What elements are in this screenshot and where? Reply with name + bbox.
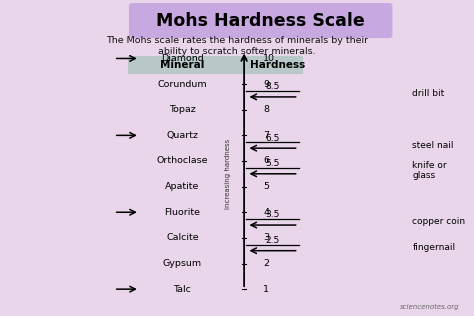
Text: Calcite: Calcite bbox=[166, 234, 199, 242]
Text: fingernail: fingernail bbox=[412, 243, 456, 252]
Text: 4: 4 bbox=[263, 208, 269, 217]
Text: Fluorite: Fluorite bbox=[164, 208, 201, 217]
Text: 5: 5 bbox=[263, 182, 269, 191]
Text: Hardness: Hardness bbox=[250, 60, 305, 70]
Text: Corundum: Corundum bbox=[158, 80, 207, 88]
Text: 5.5: 5.5 bbox=[265, 159, 280, 168]
Text: 10: 10 bbox=[263, 54, 275, 63]
Text: increasing hardness: increasing hardness bbox=[225, 139, 230, 209]
Text: Mineral: Mineral bbox=[160, 60, 205, 70]
Text: sciencenotes.org: sciencenotes.org bbox=[400, 304, 460, 310]
Text: drill bit: drill bit bbox=[412, 89, 445, 98]
Text: Talc: Talc bbox=[173, 285, 191, 294]
Text: 9: 9 bbox=[263, 80, 269, 88]
Text: steel nail: steel nail bbox=[412, 141, 454, 149]
Text: 7: 7 bbox=[263, 131, 269, 140]
Text: 6: 6 bbox=[263, 156, 269, 166]
Bar bbox=[128, 56, 303, 74]
Text: copper coin: copper coin bbox=[412, 217, 465, 226]
Text: knife or
glass: knife or glass bbox=[412, 161, 447, 180]
Text: 6.5: 6.5 bbox=[265, 134, 280, 143]
Text: Gypsum: Gypsum bbox=[163, 259, 202, 268]
Text: Diamond: Diamond bbox=[161, 54, 204, 63]
Text: 3: 3 bbox=[263, 234, 269, 242]
FancyBboxPatch shape bbox=[129, 3, 392, 38]
Text: 2.5: 2.5 bbox=[265, 236, 280, 245]
Text: 3.5: 3.5 bbox=[265, 210, 280, 219]
Text: 2: 2 bbox=[263, 259, 269, 268]
Text: 8: 8 bbox=[263, 105, 269, 114]
Text: Mohs Hardness Scale: Mohs Hardness Scale bbox=[156, 12, 365, 29]
Text: Orthoclase: Orthoclase bbox=[157, 156, 208, 166]
Text: Topaz: Topaz bbox=[169, 105, 196, 114]
Text: 8.5: 8.5 bbox=[265, 82, 280, 91]
Text: Quartz: Quartz bbox=[166, 131, 199, 140]
Text: 1: 1 bbox=[263, 285, 269, 294]
Text: The Mohs scale rates the hardness of minerals by their
ability to scratch softer: The Mohs scale rates the hardness of min… bbox=[106, 36, 368, 56]
Text: Apatite: Apatite bbox=[165, 182, 200, 191]
